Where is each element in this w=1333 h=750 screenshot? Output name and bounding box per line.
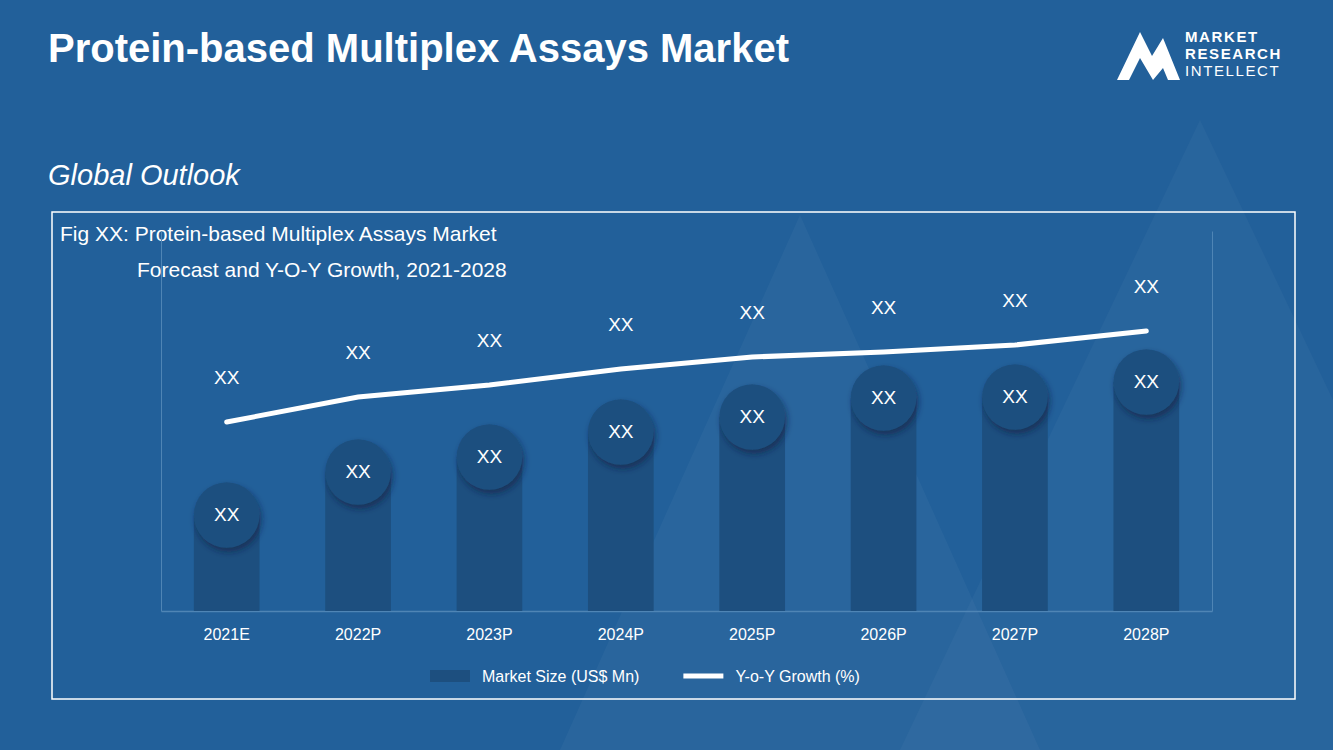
bar-cap [1113, 349, 1179, 415]
x-tick-label: 2022P [335, 626, 381, 643]
bar-cap [982, 364, 1048, 430]
data-label: XX [345, 342, 371, 363]
y2-axis [1212, 232, 1213, 612]
figure-title: Fig XX: Protein-based Multiplex Assays M… [60, 222, 497, 245]
data-label: XX [345, 461, 371, 482]
x-axis: 2021E 2022P 2023P 2024P 2025P 2026P 2027P 2028P [162, 611, 1213, 643]
data-label: XX [608, 314, 634, 335]
bar-cap [719, 384, 785, 450]
bar-cap [588, 399, 654, 465]
bar-cap [457, 424, 523, 490]
legend-item: Market Size (US$ Mn) [430, 668, 639, 685]
x-tick-label: 2028P [1123, 626, 1169, 643]
legend-swatch [683, 674, 723, 679]
legend: Market Size (US$ Mn) Y-o-Y Growth (%) [430, 668, 860, 685]
plot-marks [194, 331, 1179, 611]
x-tick: 2025P [729, 611, 775, 643]
bar-cap [194, 482, 260, 548]
y2-axis-line [1212, 232, 1213, 612]
data-label: XX [871, 297, 897, 318]
x-tick-label: 2026P [860, 626, 906, 643]
data-label: XX [214, 367, 240, 388]
data-labels: XX XX XX XX XX XX XX XX XX XX XX XX XX XX XX XX [214, 276, 1159, 525]
x-axis-line [162, 611, 1213, 613]
line [227, 331, 1147, 422]
x-tick: 2024P [598, 611, 644, 643]
bar [1113, 382, 1179, 611]
logo: MARKETRESEARCHINTELLECT [1117, 28, 1282, 80]
data-label: XX [740, 302, 766, 323]
data-label: XX [1134, 276, 1160, 297]
data-label: XX [1134, 371, 1160, 392]
data-label: XX [740, 406, 766, 427]
decoration [900, 120, 1333, 750]
x-tick-label: 2023P [466, 626, 512, 643]
x-tick: 2021E [204, 611, 250, 643]
bar-cap [325, 439, 391, 505]
background [0, 0, 1333, 750]
x-tick-label: 2027P [992, 626, 1038, 643]
data-label: XX [1002, 290, 1028, 311]
bar-series [194, 349, 1179, 611]
logo-icon [1117, 32, 1180, 80]
data-label: XX [1002, 386, 1028, 407]
chart: Protein-based Multiplex Assays Market MAR… [0, 0, 1333, 750]
data-label: XX [871, 387, 897, 408]
legend-label: Market Size (US$ Mn) [482, 668, 639, 685]
logo-text: RESEARCH [1185, 45, 1282, 62]
title: Protein-based Multiplex Assays Market [48, 26, 789, 70]
x-tick: 2028P [1123, 611, 1169, 643]
x-tick: 2022P [335, 611, 381, 643]
legend-swatch [430, 670, 470, 682]
logo-text: INTELLECT [1185, 62, 1280, 79]
data-label: XX [477, 330, 503, 351]
bar-cap [851, 365, 917, 431]
x-tick: 2027P [992, 611, 1038, 643]
y-axis-line [161, 232, 162, 612]
x-tick-label: 2024P [598, 626, 644, 643]
background-decoration [560, 120, 1333, 750]
data-label: XX [477, 446, 503, 467]
data-label: XX [214, 504, 240, 525]
data-label: XX [608, 421, 634, 442]
x-tick-label: 2021E [204, 626, 250, 643]
legend-label: Y-o-Y Growth (%) [735, 668, 859, 685]
logo-text: MARKET [1185, 28, 1259, 45]
y-axis [161, 232, 162, 612]
x-tick: 2023P [466, 611, 512, 643]
legend-item: Y-o-Y Growth (%) [683, 668, 859, 685]
x-tick-label: 2025P [729, 626, 775, 643]
subtitle: Global Outlook [48, 159, 241, 191]
figure-title: Forecast and Y-O-Y Growth, 2021-2028 [137, 258, 507, 281]
frame [52, 212, 1295, 699]
x-tick: 2026P [860, 611, 906, 643]
